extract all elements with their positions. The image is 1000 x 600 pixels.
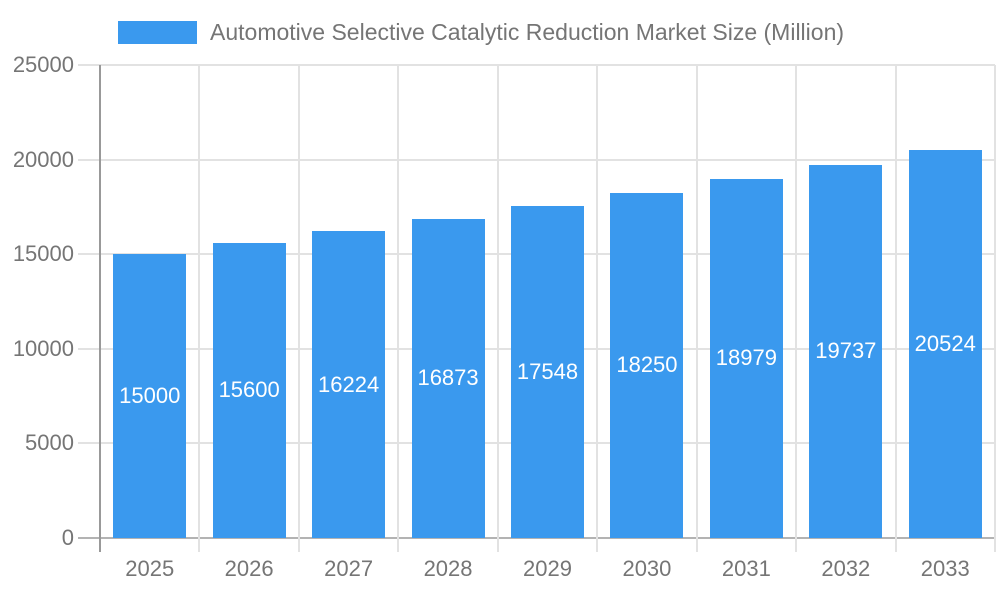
bar-value-label: 19737 (815, 338, 877, 364)
bar-value-label: 20524 (914, 330, 976, 356)
chart-legend: Automotive Selective Catalytic Reduction… (118, 16, 844, 48)
bar (212, 242, 286, 538)
y-axis-tick-label: 25000 (12, 52, 74, 77)
x-axis-tick-label: 2033 (920, 556, 970, 581)
v-gridline (596, 65, 599, 552)
v-gridline (695, 65, 698, 552)
v-gridline (297, 65, 300, 552)
y-axis-tick-label: 10000 (12, 335, 74, 361)
bar-value-label: 18250 (616, 352, 678, 378)
y-axis-tick-label: 5000 (25, 430, 74, 456)
bar (511, 205, 584, 538)
x-axis-tick-label: 2030 (622, 556, 672, 581)
bar (610, 192, 684, 538)
x-axis-tick-label: 2025 (125, 556, 175, 581)
x-axis-tick-label: 2028 (423, 556, 473, 581)
bar-value-label: 17548 (516, 358, 579, 384)
x-axis-tick-label: 2031 (721, 556, 771, 581)
v-gridline (894, 65, 897, 552)
bar-value-label: 15600 (218, 377, 280, 403)
v-gridline (795, 65, 798, 552)
bar-value-label: 16873 (417, 365, 479, 391)
x-axis-tick-label: 2029 (523, 556, 572, 581)
bar-value-label: 16224 (318, 371, 380, 397)
x-axis-tick-label: 2026 (224, 556, 274, 581)
x-axis-tick-label: 2027 (324, 556, 374, 581)
h-gridline (78, 158, 995, 161)
bar-value-label: 15000 (119, 383, 181, 409)
bar (709, 178, 783, 538)
chart-title: Automotive Selective Catalytic Reduction… (210, 18, 845, 45)
h-gridline (78, 64, 995, 66)
bar (411, 218, 485, 538)
y-axis-tick-label: 20000 (12, 146, 74, 172)
bar (809, 164, 883, 538)
y-axis-tick-label: 15000 (12, 241, 74, 267)
x-axis-tick-label: 2032 (821, 556, 871, 581)
bar-value-label: 18979 (715, 345, 777, 371)
x-axis-line (78, 537, 995, 539)
legend-swatch (118, 20, 197, 44)
y-axis-line (99, 65, 101, 552)
bar (908, 149, 982, 538)
v-gridline (397, 65, 400, 552)
v-gridline (198, 65, 201, 552)
v-gridline (496, 65, 499, 552)
y-axis-tick-label: 0 (61, 525, 74, 550)
bar (113, 254, 187, 538)
v-gridline (994, 65, 996, 552)
bar (312, 231, 386, 538)
